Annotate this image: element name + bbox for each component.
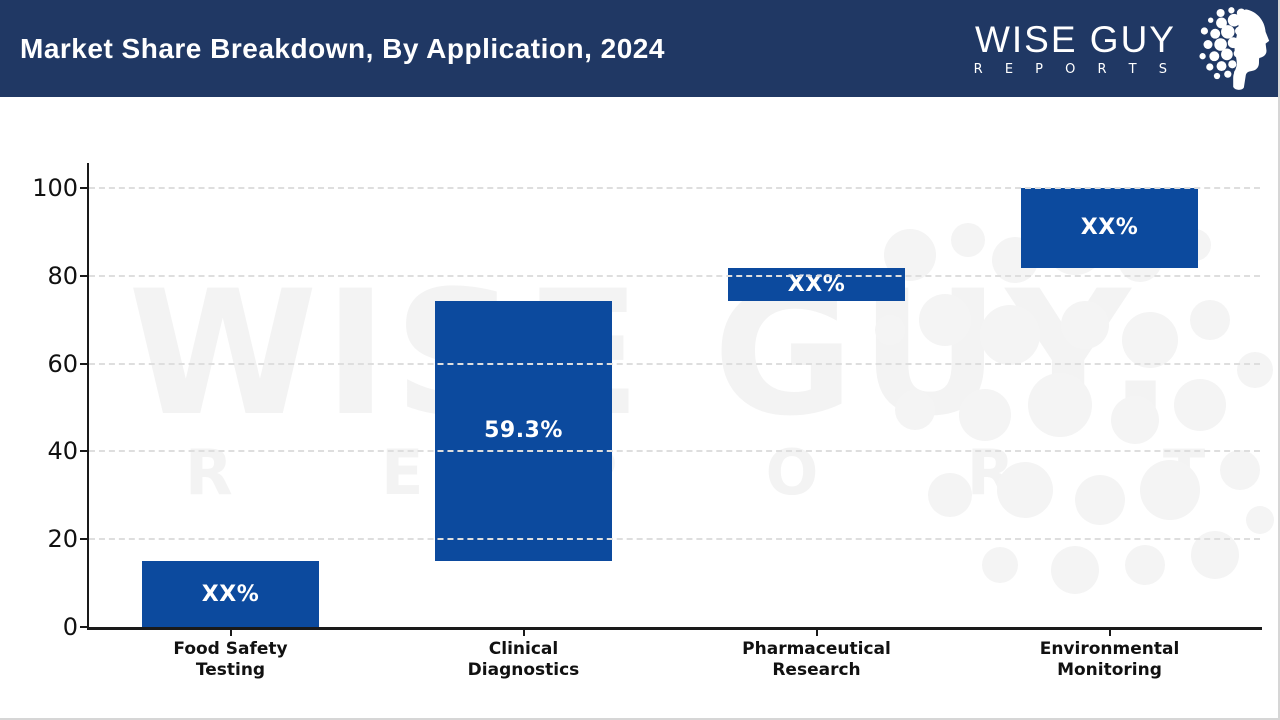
x-tick-mark-0 xyxy=(229,629,232,636)
y-tick-mark-20 xyxy=(80,538,87,541)
x-tick-mark-1 xyxy=(522,629,525,636)
bar-clinical-diagnostics: 59.3% xyxy=(435,300,612,562)
x-axis-spine xyxy=(87,627,1262,630)
watermark-head-dots xyxy=(875,215,1274,594)
logo-wordmark: WISE GUY xyxy=(974,19,1176,60)
y-axis-spine xyxy=(87,163,89,629)
y-tick-mark-60 xyxy=(80,362,87,365)
y-tick-label-80: 80 xyxy=(47,261,78,290)
x-category-label-2: Pharmaceutical Research xyxy=(742,639,891,680)
x-category-label-3: Environmental Monitoring xyxy=(1039,639,1180,680)
y-tick-label-20: 20 xyxy=(47,525,78,554)
logo-subtitle: R E P O R T S xyxy=(973,62,1176,77)
y-tick-label-60: 60 xyxy=(47,349,78,378)
bar-environmental-monitoring: XX% xyxy=(1021,188,1198,268)
y-tick-mark-100 xyxy=(80,187,87,189)
wise-guy-logo: WISE GUY R E P O R T S xyxy=(974,4,1278,94)
header-bar: Market Share Breakdown, By Application, … xyxy=(0,0,1278,97)
y-tick-mark-40 xyxy=(80,450,87,453)
x-category-label-1: Clinical Diagnostics xyxy=(467,639,580,680)
y-tick-label-0: 0 xyxy=(62,613,78,641)
gridline-y-20 xyxy=(89,538,1260,541)
x-category-label-0: Food Safety Testing xyxy=(173,639,288,680)
logo-text: WISE GUY R E P O R T S xyxy=(974,21,1176,76)
y-tick-mark-0 xyxy=(80,626,87,628)
x-tick-mark-3 xyxy=(1108,629,1111,636)
gridline-y-60 xyxy=(89,362,1260,365)
page-title: Market Share Breakdown, By Application, … xyxy=(20,32,665,64)
gridline-y-100 xyxy=(89,187,1260,189)
bar-value-label: XX% xyxy=(1080,215,1139,241)
bar-value-label: 59.3% xyxy=(484,418,563,444)
gridline-y-80 xyxy=(89,274,1260,277)
y-tick-label-100: 100 xyxy=(32,174,78,202)
bar-pharmaceutical-research: XX% xyxy=(728,267,905,301)
x-tick-mark-2 xyxy=(815,629,818,636)
gridline-y-40 xyxy=(89,450,1260,453)
bar-food-safety-testing: XX% xyxy=(142,561,319,627)
head-profile-icon xyxy=(1199,6,1270,90)
y-tick-label-40: 40 xyxy=(47,437,78,466)
y-tick-mark-80 xyxy=(80,274,87,277)
bar-value-label: XX% xyxy=(201,581,260,607)
